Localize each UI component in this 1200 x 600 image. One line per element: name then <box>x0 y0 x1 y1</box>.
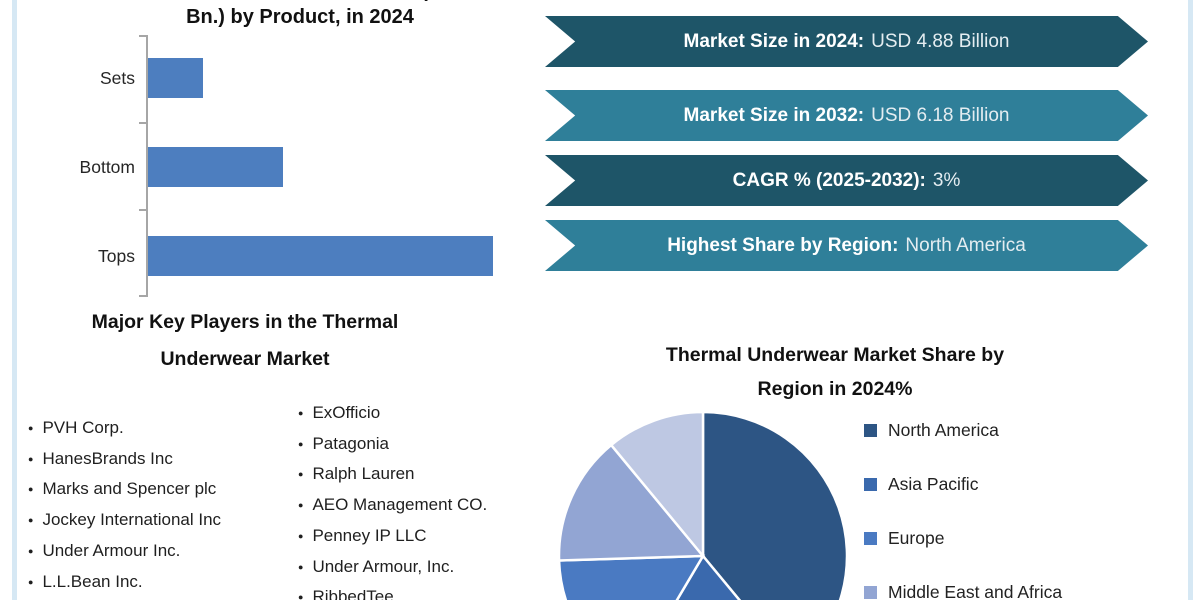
key-player-item: Marks and Spencer plc <box>28 474 283 505</box>
legend-item-europe: Europe <box>864 528 1062 549</box>
banner-market-size-2024: Market Size in 2024: USD 4.88 Billion <box>545 16 1148 67</box>
legend-label: Europe <box>888 528 945 548</box>
bar-bottom <box>148 147 283 187</box>
banner-label: CAGR % (2025-2032): <box>732 169 926 191</box>
key-players-column-2: ExOfficio Patagonia Ralph Lauren AEO Man… <box>298 398 553 600</box>
axis-tick <box>139 122 147 124</box>
key-player-item: AEO Management CO. <box>298 490 553 521</box>
bar-category-label-sets: Sets <box>99 68 135 88</box>
legend-label: Middle East and Africa <box>888 582 1063 600</box>
banner-label: Market Size in 2024: <box>683 30 865 52</box>
key-player-item: Penney IP LLC <box>298 521 553 552</box>
banner-market-size-2032: Market Size in 2032: USD 6.18 Billion <box>545 90 1148 141</box>
axis-tick <box>139 295 147 297</box>
bar-category-label-bottom: Bottom <box>79 157 135 177</box>
bar-tops <box>148 236 493 276</box>
banner-highest-share-region: Highest Share by Region: North America <box>545 220 1148 271</box>
key-players-heading: Major Key Players in the Thermal Underwe… <box>25 304 465 378</box>
pie-chart-title: Thermal Underwear Market Share by Region… <box>600 338 1070 406</box>
pie-slice-middle-east-and-africa <box>557 443 706 562</box>
region-pie-chart <box>557 410 849 600</box>
key-player-item: Under Armour Inc. <box>28 536 283 567</box>
key-players-heading-line2: Underwear Market <box>160 348 330 370</box>
pie-slice-asia-pacific <box>675 553 742 600</box>
bar-sets <box>148 58 203 98</box>
key-player-item: RibbedTee <box>298 582 553 600</box>
key-player-item: Jockey International Inc <box>28 505 283 536</box>
axis-tick <box>139 35 147 37</box>
key-player-item: ExOfficio <box>298 398 553 429</box>
key-players-column-1: PVH Corp. HanesBrands Inc Marks and Spen… <box>28 413 283 597</box>
key-player-item: Patagonia <box>298 429 553 460</box>
banner-cagr: CAGR % (2025-2032): 3% <box>545 155 1148 206</box>
key-player-item: HanesBrands Inc <box>28 444 283 475</box>
banner-value: 3% <box>932 169 961 191</box>
key-player-item: L.L.Bean Inc. <box>28 567 283 598</box>
pie-slice-europe <box>557 554 706 600</box>
legend-item-middle-east-africa: Middle East and Africa <box>864 582 1062 600</box>
banner-value: North America <box>905 234 1026 256</box>
legend-swatch <box>864 424 877 437</box>
bar-category-label-tops: Tops <box>98 246 135 266</box>
pie-slice-unlabeled <box>609 410 705 560</box>
banner-label: Market Size in 2032: <box>683 104 865 126</box>
banner-label: Highest Share by Region: <box>667 234 899 256</box>
bar-chart-title-clipped-line: (USD <box>60 0 540 4</box>
banner-value: USD 6.18 Billion <box>871 104 1010 126</box>
right-border-stripe <box>1188 0 1193 600</box>
legend-item-asia-pacific: Asia Pacific <box>864 474 1062 495</box>
pie-chart-title-line1: Thermal Underwear Market Share by <box>665 344 1005 366</box>
pie-slice-north-america <box>701 410 849 600</box>
legend-swatch <box>864 532 877 545</box>
key-player-item: PVH Corp. <box>28 413 283 444</box>
legend-item-north-america: North America <box>864 420 1062 441</box>
key-player-item: Ralph Lauren <box>298 459 553 490</box>
banner-value: USD 4.88 Billion <box>871 30 1010 52</box>
bar-chart-y-axis <box>146 35 148 297</box>
pie-legend: North America Asia Pacific Europe Middle… <box>864 420 1062 600</box>
legend-label: Asia Pacific <box>888 474 979 494</box>
left-border-stripe <box>12 0 17 600</box>
legend-label: North America <box>888 420 999 440</box>
legend-swatch <box>864 478 877 491</box>
bar-chart-title: (USD Bn.) by Product, in 2024 <box>60 0 540 40</box>
legend-swatch <box>864 586 877 599</box>
key-players-heading-line1: Major Key Players in the Thermal <box>91 311 399 333</box>
bar-chart-title-line2: Bn.) by Product, in 2024 <box>186 6 414 28</box>
axis-tick <box>139 209 147 211</box>
pie-chart-title-line2: Region in 2024% <box>757 378 913 400</box>
key-player-item: Under Armour, Inc. <box>298 552 553 583</box>
